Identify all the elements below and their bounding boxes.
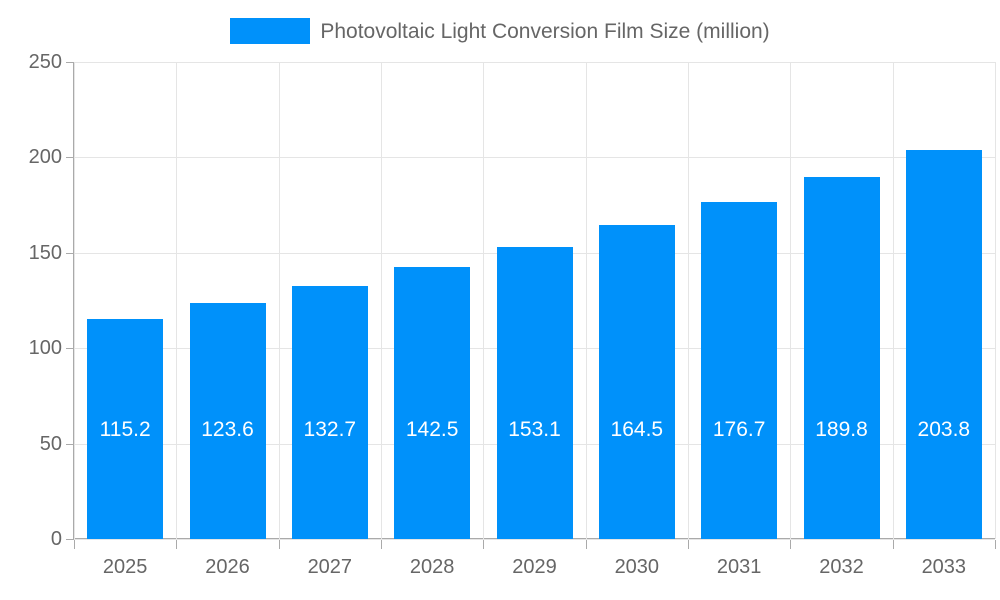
gridline-vertical [586, 62, 587, 539]
x-axis-tick [381, 540, 382, 549]
bar-value-label: 164.5 [610, 418, 664, 441]
gridline-horizontal [74, 157, 995, 159]
bar[interactable]: 142.5 [394, 267, 471, 539]
gridline-vertical [74, 62, 75, 539]
gridline-vertical [893, 62, 894, 539]
bar[interactable]: 189.8 [803, 176, 880, 539]
gridline-vertical [688, 62, 689, 539]
x-axis-tick-label: 2032 [819, 556, 864, 578]
x-axis-tick [586, 540, 587, 549]
x-axis-tick-label: 2030 [614, 556, 660, 578]
gridline-horizontal [74, 62, 995, 63]
gridline-vertical [381, 62, 382, 539]
bar-value-label: 132.7 [303, 418, 357, 441]
bar-value-label: 153.1 [508, 418, 561, 441]
x-axis-tick-label: 2027 [307, 556, 353, 578]
bar[interactable]: 176.7 [701, 201, 778, 539]
y-axis-tick [66, 252, 74, 254]
y-axis-tick-label: 100 [28, 337, 62, 360]
gridline-vertical [995, 62, 996, 539]
x-axis-tick [688, 540, 689, 549]
bar-value-label: 176.7 [712, 418, 766, 441]
gridline-vertical [483, 62, 484, 539]
x-axis-tick [893, 540, 894, 549]
x-axis-tick-label: 2031 [716, 556, 762, 578]
bar-value-label: 142.5 [405, 418, 459, 441]
y-axis-tick [66, 348, 74, 350]
gridline-vertical [176, 62, 177, 539]
x-axis-tick-label: 2033 [921, 556, 967, 578]
y-axis-tick [66, 443, 74, 445]
y-axis-tick-label: 200 [28, 146, 62, 169]
x-axis-tick [995, 540, 996, 549]
y-axis-tick [66, 539, 74, 540]
y-axis-tick-label: 250 [28, 51, 62, 73]
x-axis-tick-label: 2026 [205, 556, 250, 578]
bar[interactable]: 164.5 [598, 225, 675, 539]
y-axis-tick-label: 0 [50, 528, 62, 550]
bar[interactable]: 153.1 [496, 246, 573, 539]
y-axis-tick-label: 150 [28, 241, 62, 264]
bar-value-label: 189.8 [815, 418, 868, 441]
x-axis-tick [790, 540, 791, 549]
x-axis-tick-label: 2028 [409, 556, 455, 578]
x-axis-tick-label: 2029 [512, 556, 557, 578]
legend-item-label: Photovoltaic Light Conversion Film Size … [320, 19, 770, 43]
x-axis-tick [74, 540, 75, 549]
x-axis-tick [483, 540, 484, 549]
bar[interactable]: 115.2 [87, 319, 164, 539]
y-axis-tick [66, 62, 74, 63]
plot-area: 115.2 123.6 132.7 142.5 153.1 164.5 176.7 189.8… [74, 62, 996, 540]
gridline-vertical [790, 62, 791, 539]
x-axis-tick-label: 2025 [102, 556, 148, 578]
legend-color-swatch-icon [230, 18, 311, 44]
chart-legend: Photovoltaic Light Conversion Film Size … [0, 10, 1000, 52]
gridline-horizontal [74, 539, 995, 540]
legend-item-photovoltaic-film-size[interactable]: Photovoltaic Light Conversion Film Size … [230, 18, 770, 44]
bar[interactable]: 123.6 [189, 303, 266, 539]
bar-value-label: 203.8 [917, 418, 971, 441]
bar[interactable]: 203.8 [905, 150, 982, 539]
y-axis-tick [66, 157, 74, 159]
bar-value-label: 123.6 [201, 418, 254, 441]
gridline-vertical [279, 62, 280, 539]
bar-value-label: 115.2 [99, 418, 151, 441]
x-axis-tick [279, 540, 280, 549]
y-axis-tick-label: 50 [39, 432, 62, 455]
x-axis-tick [176, 540, 177, 549]
bar[interactable]: 132.7 [291, 285, 368, 539]
